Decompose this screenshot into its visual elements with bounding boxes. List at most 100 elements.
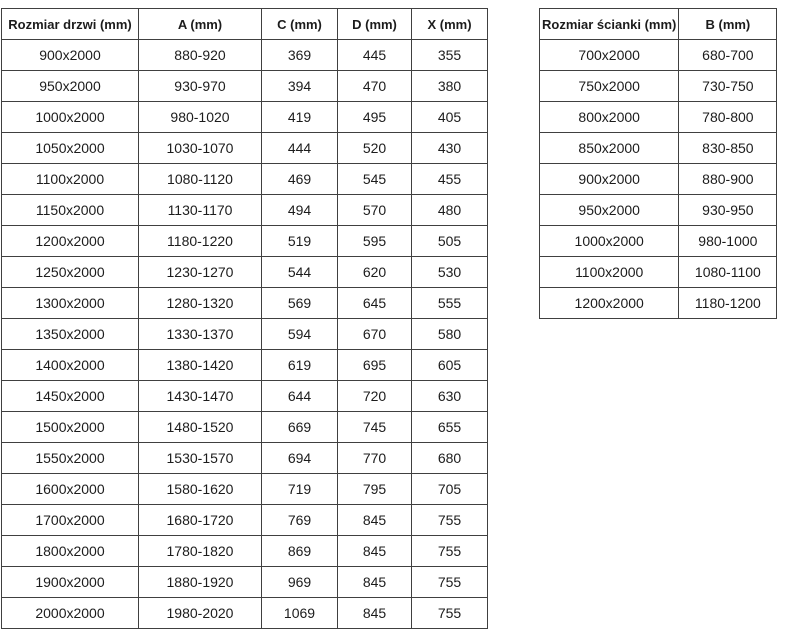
table-cell: 445 xyxy=(337,39,412,71)
table-cell: 555 xyxy=(411,287,488,319)
table-row: 700x2000 680-700 xyxy=(538,39,778,71)
table-cell: 645 xyxy=(337,287,412,319)
table-cell: 1980-2020 xyxy=(138,597,262,629)
table-cell: 355 xyxy=(411,39,488,71)
table-cell: 880-900 xyxy=(678,163,778,195)
table-cell: 430 xyxy=(411,132,488,164)
table-cell: 780-800 xyxy=(678,101,778,133)
table-cell: 950x2000 xyxy=(1,70,139,102)
table-cell: 544 xyxy=(261,256,338,288)
table-cell: 595 xyxy=(337,225,412,257)
table-cell: 1050x2000 xyxy=(1,132,139,164)
table-cell: 570 xyxy=(337,194,412,226)
table-cell: 1300x2000 xyxy=(1,287,139,319)
table-cell: 845 xyxy=(337,535,412,567)
table-cell: 1900x2000 xyxy=(1,566,139,598)
table-cell: 545 xyxy=(337,163,412,195)
table-cell: 619 xyxy=(261,349,338,381)
table-cell: 405 xyxy=(411,101,488,133)
table-row: 1300x2000 1280-1320 569 645 555 xyxy=(1,287,488,319)
table-cell: 1080-1120 xyxy=(138,163,262,195)
table-cell: 1150x2000 xyxy=(1,194,139,226)
table-cell: 1400x2000 xyxy=(1,349,139,381)
table-cell: 1080-1100 xyxy=(678,256,778,288)
column-header: D (mm) xyxy=(337,8,412,40)
table-cell: 1680-1720 xyxy=(138,504,262,536)
table-cell: 869 xyxy=(261,535,338,567)
table-cell: 830-850 xyxy=(678,132,778,164)
table-row: 1900x2000 1880-1920 969 845 755 xyxy=(1,566,488,598)
table-cell: 494 xyxy=(261,194,338,226)
table-cell: 2000x2000 xyxy=(1,597,139,629)
table-row: 1500x2000 1480-1520 669 745 655 xyxy=(1,411,488,443)
table-cell: 520 xyxy=(337,132,412,164)
table-row: 800x2000 780-800 xyxy=(538,101,778,133)
wall-size-table: Rozmiar ścianki (mm) B (mm) 700x2000 680-70… xyxy=(538,8,778,319)
table-cell: 694 xyxy=(261,442,338,474)
table-cell: 605 xyxy=(411,349,488,381)
table-cell: 444 xyxy=(261,132,338,164)
column-header: Rozmiar drzwi (mm) xyxy=(1,8,139,40)
table-cell: 1100x2000 xyxy=(538,256,680,288)
table-cell: 1000x2000 xyxy=(1,101,139,133)
table-row: 1000x2000 980-1000 xyxy=(538,225,778,257)
table-cell: 695 xyxy=(337,349,412,381)
table-row: 950x2000 930-950 xyxy=(538,194,778,226)
table-cell: 1350x2000 xyxy=(1,318,139,350)
table-cell: 419 xyxy=(261,101,338,133)
table-cell: 705 xyxy=(411,473,488,505)
table-row: 1100x2000 1080-1120 469 545 455 xyxy=(1,163,488,195)
table-cell: 850x2000 xyxy=(538,132,680,164)
table-row: 1150x2000 1130-1170 494 570 480 xyxy=(1,194,488,226)
table-cell: 1100x2000 xyxy=(1,163,139,195)
table-cell: 845 xyxy=(337,566,412,598)
table-cell: 980-1020 xyxy=(138,101,262,133)
table-cell: 1500x2000 xyxy=(1,411,139,443)
table-cell: 680 xyxy=(411,442,488,474)
table-cell: 480 xyxy=(411,194,488,226)
table-cell: 755 xyxy=(411,504,488,536)
table-cell: 1800x2000 xyxy=(1,535,139,567)
table-cell: 1580-1620 xyxy=(138,473,262,505)
table-cell: 644 xyxy=(261,380,338,412)
table-cell: 1330-1370 xyxy=(138,318,262,350)
table-row: 1400x2000 1380-1420 619 695 605 xyxy=(1,349,488,381)
table-row: 1450x2000 1430-1470 644 720 630 xyxy=(1,380,488,412)
table-cell: 1069 xyxy=(261,597,338,629)
table-cell: 1130-1170 xyxy=(138,194,262,226)
table-row: 1350x2000 1330-1370 594 670 580 xyxy=(1,318,488,350)
table-cell: 930-950 xyxy=(678,194,778,226)
table-cell: 800x2000 xyxy=(538,101,680,133)
table-cell: 720 xyxy=(337,380,412,412)
table-row: 1550x2000 1530-1570 694 770 680 xyxy=(1,442,488,474)
table-cell: 1000x2000 xyxy=(538,225,680,257)
table-cell: 469 xyxy=(261,163,338,195)
table-cell: 1530-1570 xyxy=(138,442,262,474)
table-cell: 1780-1820 xyxy=(138,535,262,567)
table-cell: 755 xyxy=(411,535,488,567)
table-cell: 630 xyxy=(411,380,488,412)
door-size-table: Rozmiar drzwi (mm) A (mm) C (mm) D (mm) X (m… xyxy=(1,8,488,629)
table-row: 1050x2000 1030-1070 444 520 430 xyxy=(1,132,488,164)
table-cell: 845 xyxy=(337,597,412,629)
table-cell: 745 xyxy=(337,411,412,443)
table-cell: 620 xyxy=(337,256,412,288)
table-cell: 719 xyxy=(261,473,338,505)
table-cell: 1200x2000 xyxy=(1,225,139,257)
table-cell: 755 xyxy=(411,566,488,598)
table-cell: 900x2000 xyxy=(538,163,680,195)
table-cell: 1480-1520 xyxy=(138,411,262,443)
column-header: A (mm) xyxy=(138,8,262,40)
table-cell: 519 xyxy=(261,225,338,257)
table-cell: 495 xyxy=(337,101,412,133)
table-cell: 470 xyxy=(337,70,412,102)
header-row: Rozmiar ścianki (mm) B (mm) xyxy=(538,8,778,40)
table-cell: 1250x2000 xyxy=(1,256,139,288)
table-row: 1700x2000 1680-1720 769 845 755 xyxy=(1,504,488,536)
table-cell: 1180-1220 xyxy=(138,225,262,257)
table-cell: 569 xyxy=(261,287,338,319)
table-cell: 380 xyxy=(411,70,488,102)
table-row: 1000x2000 980-1020 419 495 405 xyxy=(1,101,488,133)
table-cell: 580 xyxy=(411,318,488,350)
table-cell: 755 xyxy=(411,597,488,629)
